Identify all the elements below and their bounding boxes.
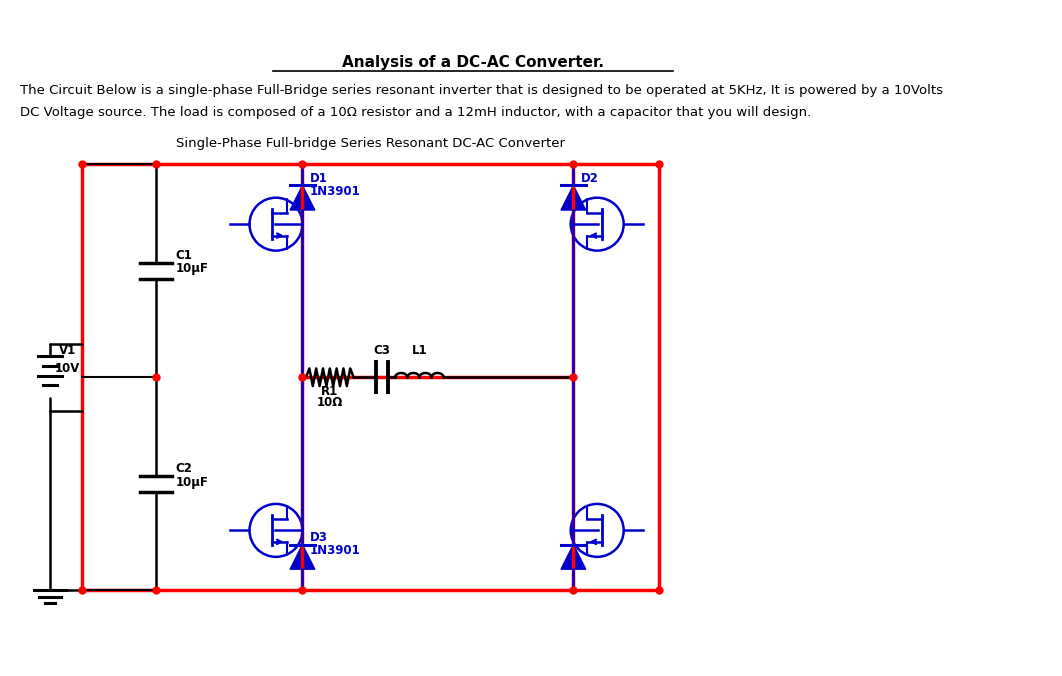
Text: D2: D2 <box>581 172 598 185</box>
Text: 1N3901: 1N3901 <box>309 185 360 198</box>
Text: V1: V1 <box>58 344 76 358</box>
Text: The Circuit Below is a single-phase Full-Bridge series resonant inverter that is: The Circuit Below is a single-phase Full… <box>20 84 943 97</box>
Polygon shape <box>561 544 586 569</box>
Text: 10μF: 10μF <box>175 262 208 275</box>
Text: 1N3901: 1N3901 <box>309 544 360 557</box>
Polygon shape <box>290 544 314 569</box>
Text: L1: L1 <box>412 344 427 358</box>
Text: 10Ω: 10Ω <box>316 396 343 410</box>
Text: R1: R1 <box>321 385 339 398</box>
Text: C3: C3 <box>374 344 391 358</box>
Polygon shape <box>561 185 586 210</box>
Text: D1: D1 <box>309 172 327 185</box>
Text: 10μF: 10μF <box>175 476 208 489</box>
Text: Analysis of a DC-AC Converter.: Analysis of a DC-AC Converter. <box>342 55 604 70</box>
Text: D3: D3 <box>309 531 327 544</box>
Text: C1: C1 <box>175 249 192 262</box>
Text: C2: C2 <box>175 462 192 475</box>
Text: Single-Phase Full-bridge Series Resonant DC-AC Converter: Single-Phase Full-bridge Series Resonant… <box>176 137 565 150</box>
Polygon shape <box>290 185 314 210</box>
Text: DC Voltage source. The load is composed of a 10Ω resistor and a 12mH inductor, w: DC Voltage source. The load is composed … <box>20 106 811 120</box>
Text: 10V: 10V <box>54 362 80 375</box>
